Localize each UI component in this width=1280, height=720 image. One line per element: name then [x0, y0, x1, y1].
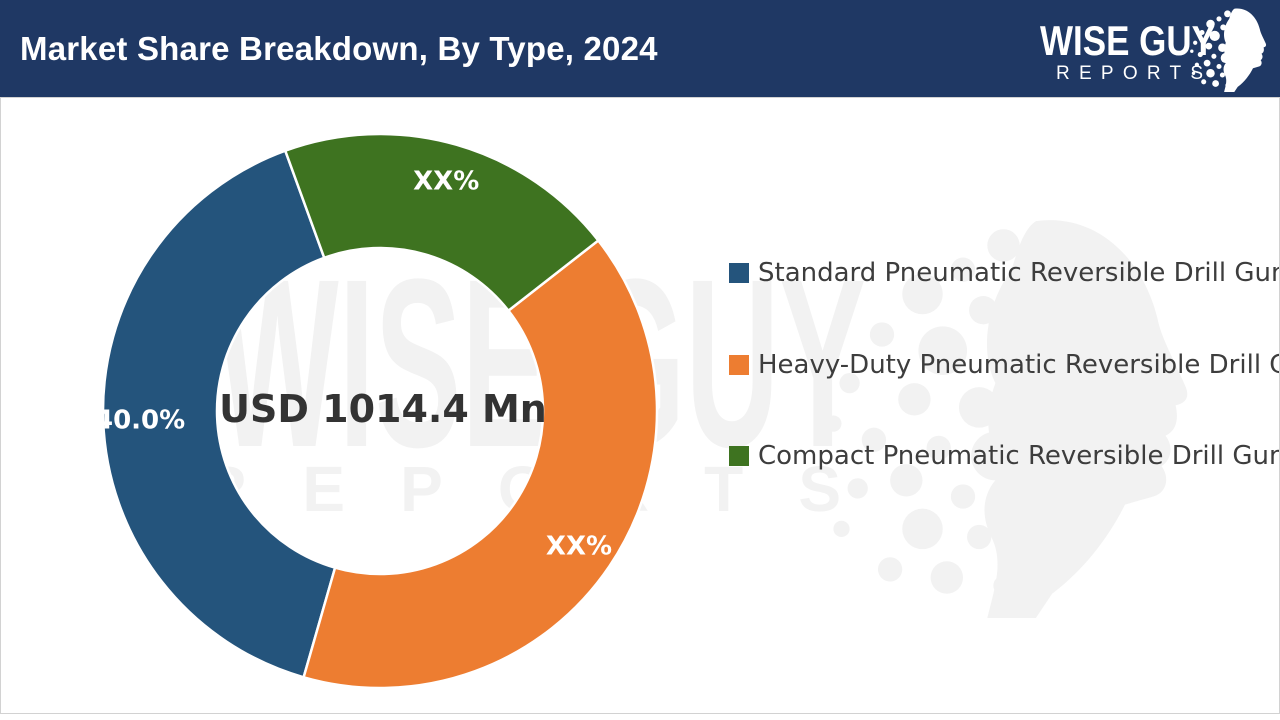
- donut-segment-2: [302, 239, 659, 690]
- segment-pct-label-2: XX%: [546, 531, 612, 561]
- logo-brand-text: WISE GUY: [1040, 17, 1215, 64]
- legend-item-2: Heavy-Duty Pneumatic Reversible Drill Gu…: [729, 348, 1280, 382]
- segment-pct-label-1: 40.0%: [100, 406, 185, 436]
- legend-swatch-3: [729, 446, 749, 466]
- chart-card: WISE GUY REPORTS 40.0%XX%XX% USD 1014.4 …: [0, 97, 1280, 714]
- segment-pct-label-3: XX%: [413, 166, 479, 196]
- legend-label-2: Heavy-Duty Pneumatic Reversible Drill Gu…: [758, 350, 1280, 380]
- chart-legend: Standard Pneumatic Reversible Drill Gun H…: [729, 98, 1280, 713]
- legend-item-3: Compact Pneumatic Reversible Drill Gun: [729, 439, 1280, 473]
- wiseguy-logo: WISE GUY REPORTS: [1040, 8, 1267, 93]
- legend-swatch-1: [729, 263, 749, 283]
- legend-label-3: Compact Pneumatic Reversible Drill Gun: [758, 441, 1280, 471]
- legend-item-1: Standard Pneumatic Reversible Drill Gun: [729, 256, 1280, 290]
- logo-reports-text: REPORTS: [1056, 63, 1203, 84]
- donut-segment-3: [284, 132, 600, 312]
- legend-label-1: Standard Pneumatic Reversible Drill Gun: [758, 258, 1280, 288]
- header-bar: Market Share Breakdown, By Type, 2024 WI…: [0, 0, 1280, 97]
- chart-center-value: USD 1014.4 Mn: [219, 387, 547, 431]
- donut-chart: 40.0% XX% XX%: [100, 132, 659, 690]
- donut-segment-1: [101, 149, 337, 679]
- legend-swatch-2: [729, 355, 749, 375]
- page-title: Market Share Breakdown, By Type, 2024: [20, 29, 658, 67]
